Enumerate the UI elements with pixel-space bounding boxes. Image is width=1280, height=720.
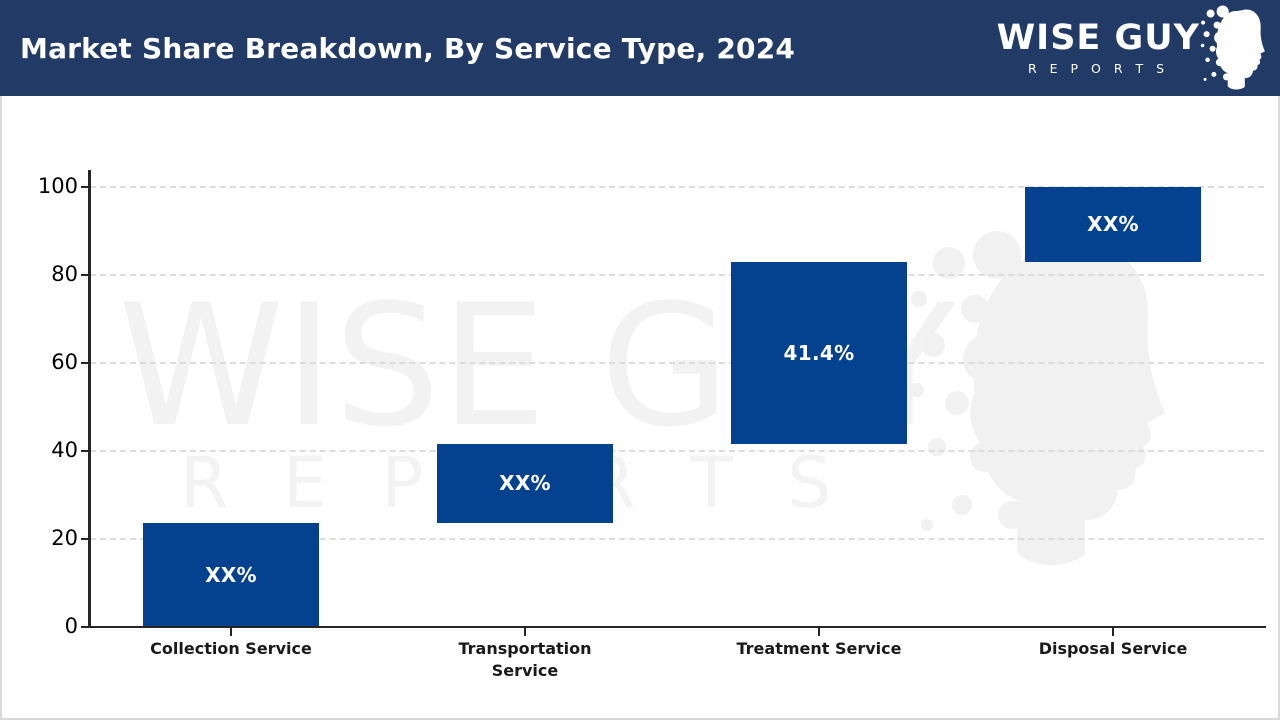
wiseguy-logo-tagline: R E P O R T S (1028, 60, 1169, 76)
wiseguy-logo-text: WISE GUY R E P O R T S (996, 17, 1200, 76)
waterfall-bar-segment: XX% (437, 443, 613, 523)
report-header: Market Share Breakdown, By Service Type,… (0, 0, 1280, 96)
y-axis-line (88, 170, 91, 628)
gridline-60 (90, 361, 1264, 364)
x-axis-category-label: Disposal Service (1038, 639, 1188, 658)
wiseguy-logo: WISE GUY R E P O R T S (997, 0, 1272, 96)
x-tick-mark-3 (1112, 628, 1114, 636)
wiseguy-logo-face-icon (1196, 4, 1272, 92)
y-tick-mark-100 (81, 185, 89, 188)
x-axis-category-label: Transportation Service (458, 639, 592, 680)
bar-value-label: XX% (499, 471, 551, 496)
gridline-20 (90, 537, 1264, 540)
y-axis-tick-label: 60 (51, 349, 78, 374)
bar-value-label: XX% (205, 562, 257, 587)
gridline-80 (90, 273, 1264, 276)
y-tick-mark-60 (81, 361, 89, 364)
y-tick-mark-80 (81, 273, 89, 276)
bar-value-label: 41.4% (783, 340, 855, 365)
waterfall-bar-segment: XX% (143, 522, 319, 627)
waterfall-bar-segment: 41.4% (731, 261, 907, 444)
bar-value-label: XX% (1087, 212, 1139, 237)
y-axis-tick-label: 80 (51, 261, 78, 286)
waterfall-bar-segment: XX% (1025, 186, 1201, 262)
y-tick-mark-40 (81, 449, 89, 452)
x-axis-category-label: Collection Service (150, 639, 312, 658)
watermark-face-icon (897, 225, 1187, 575)
y-axis-tick-label: 20 (51, 525, 78, 550)
y-axis-tick-label: 0 (64, 613, 78, 638)
x-tick-mark-1 (524, 628, 526, 636)
gridline-100 (90, 185, 1264, 188)
chart-area: WISE GUY R E P O R T S 020406080100XX%Co… (0, 96, 1280, 720)
x-axis-category-label: Treatment Service (736, 639, 902, 658)
x-axis-line (88, 625, 1266, 628)
y-axis-tick-label: 40 (51, 437, 78, 462)
x-tick-mark-2 (818, 628, 820, 636)
y-tick-mark-20 (81, 537, 89, 540)
gridline-40 (90, 449, 1264, 452)
y-axis-tick-label: 100 (37, 173, 78, 198)
y-tick-mark-0 (81, 625, 89, 628)
page-title: Market Share Breakdown, By Service Type,… (20, 31, 796, 65)
x-tick-mark-0 (230, 628, 232, 636)
wiseguy-logo-name: WISE GUY (996, 17, 1200, 58)
